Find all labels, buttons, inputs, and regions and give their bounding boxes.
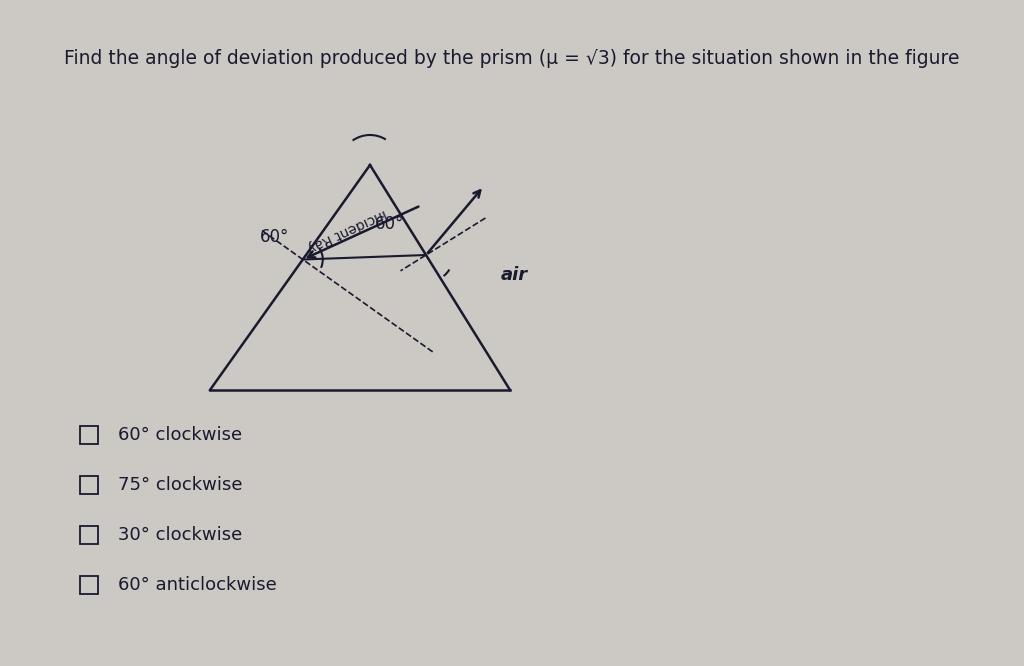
- Text: 60°: 60°: [260, 228, 290, 246]
- Text: 60°: 60°: [376, 215, 404, 233]
- Text: Find the angle of deviation produced by the prism (μ = √3) for the situation sho: Find the angle of deviation produced by …: [65, 49, 959, 67]
- Bar: [80, 476, 98, 494]
- Text: air: air: [501, 266, 528, 284]
- Text: 60° clockwise: 60° clockwise: [118, 426, 242, 444]
- Text: Incident Ray: Incident Ray: [304, 206, 389, 255]
- Text: 30° clockwise: 30° clockwise: [118, 526, 243, 544]
- Bar: [80, 526, 98, 544]
- Bar: [80, 576, 98, 594]
- Text: 75° clockwise: 75° clockwise: [118, 476, 243, 494]
- Text: 60° anticlockwise: 60° anticlockwise: [118, 576, 276, 594]
- Bar: [80, 426, 98, 444]
